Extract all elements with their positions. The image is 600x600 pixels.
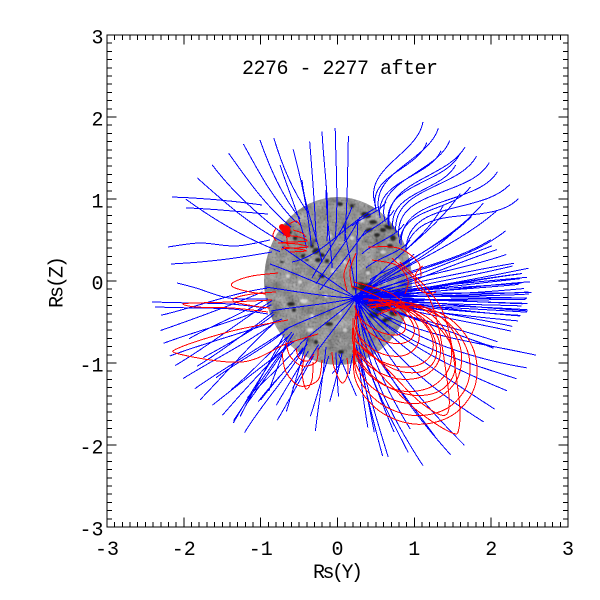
svg-text:-1: -1: [79, 355, 103, 378]
svg-text:Rs(Z): Rs(Z): [47, 256, 70, 308]
svg-text:-2: -2: [79, 437, 103, 460]
svg-text:0: 0: [331, 539, 343, 562]
svg-text:-3: -3: [95, 539, 119, 562]
svg-text:Rs(Y): Rs(Y): [313, 562, 363, 585]
svg-text:-1: -1: [249, 539, 273, 562]
svg-text:-3: -3: [79, 519, 103, 542]
svg-text:1: 1: [91, 191, 103, 214]
svg-text:0: 0: [91, 273, 103, 296]
svg-text:2: 2: [485, 539, 497, 562]
svg-text:1: 1: [408, 539, 420, 562]
svg-text:2276 - 2277 after: 2276 - 2277 after: [242, 58, 438, 81]
svg-text:2: 2: [91, 109, 103, 132]
svg-text:-2: -2: [172, 539, 196, 562]
svg-text:3: 3: [91, 27, 103, 50]
svg-text:3: 3: [562, 539, 574, 562]
